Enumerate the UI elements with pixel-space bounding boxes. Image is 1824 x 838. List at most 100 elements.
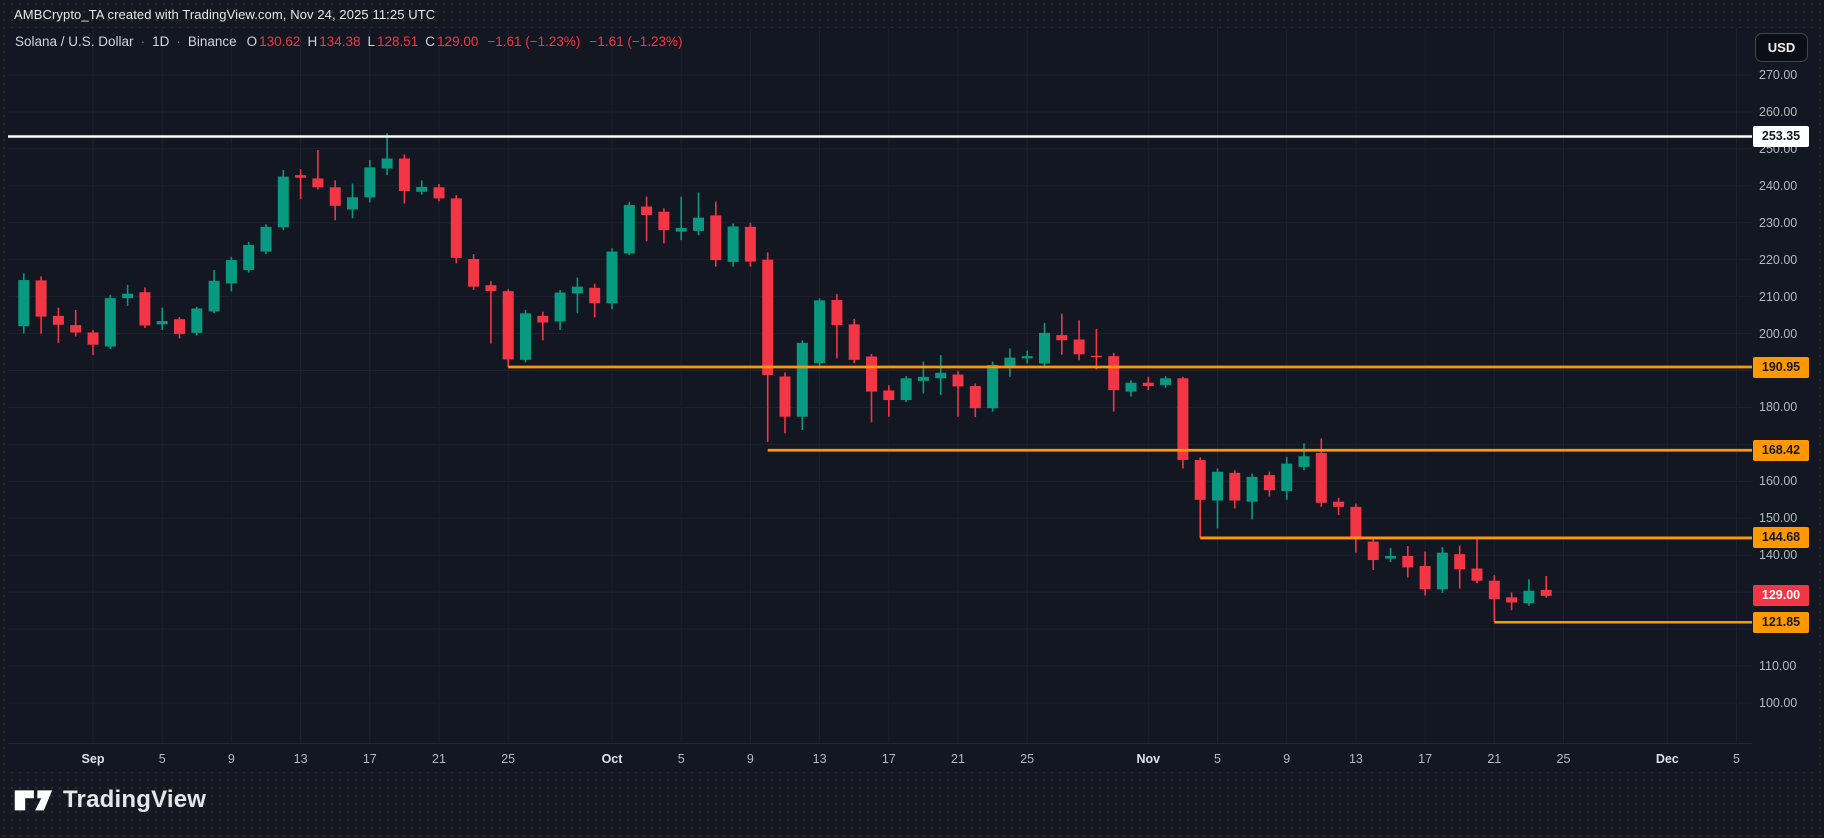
- time-tick-sep[interactable]: Sep: [82, 752, 105, 766]
- candle-sep-22[interactable]: [450, 195, 462, 264]
- candle-oct-4[interactable]: [658, 208, 670, 244]
- time-tick-21[interactable]: 21: [951, 752, 965, 766]
- candle-aug-28[interactable]: [18, 273, 30, 334]
- candle-nov-15[interactable]: [1385, 547, 1396, 562]
- chart-panel[interactable]: Sep 5 9 13 17 21 25 Oct 5 9 13 17 21 25 Nov 5 9 13 17 21 25 D…: [8, 28, 1816, 772]
- candle-sep-2[interactable]: [104, 294, 116, 350]
- price-tick-200[interactable]: 200.00: [1759, 326, 1798, 341]
- candle-oct-17[interactable]: [883, 385, 895, 417]
- time-tick-9[interactable]: 9: [747, 752, 754, 766]
- candle-oct-9[interactable]: [744, 222, 756, 267]
- price-tick-160[interactable]: 160.00: [1759, 474, 1798, 489]
- candle-oct-22[interactable]: [969, 383, 981, 418]
- candle-oct-11[interactable]: [779, 372, 791, 434]
- time-tick-13[interactable]: 13: [813, 752, 827, 766]
- candle-oct-27[interactable]: [1056, 313, 1068, 355]
- candle-sep-7[interactable]: [191, 307, 203, 336]
- candle-nov-10[interactable]: [1298, 443, 1310, 471]
- candle-nov-3[interactable]: [1177, 376, 1189, 469]
- candle-nov-16[interactable]: [1402, 546, 1414, 578]
- time-tick-13[interactable]: 13: [294, 752, 308, 766]
- candle-sep-4[interactable]: [139, 287, 151, 329]
- price-tick-240[interactable]: 240.00: [1759, 178, 1798, 193]
- candle-nov-22[interactable]: [1506, 592, 1518, 611]
- candle-oct-24[interactable]: [1004, 348, 1016, 377]
- candle-sep-26[interactable]: [520, 309, 531, 363]
- candle-nov-6[interactable]: [1229, 470, 1241, 509]
- time-tick-5[interactable]: 5: [678, 752, 685, 766]
- candle-sep-30[interactable]: [589, 283, 601, 318]
- candle-oct-14[interactable]: [831, 294, 843, 359]
- time-tick-25[interactable]: 25: [501, 752, 515, 766]
- candle-sep-15[interactable]: [329, 180, 341, 221]
- price-tick-150[interactable]: 150.00: [1759, 511, 1798, 526]
- candle-oct-31[interactable]: [1125, 380, 1137, 397]
- candle-oct-28[interactable]: [1073, 320, 1085, 361]
- time-tick-9[interactable]: 9: [228, 752, 235, 766]
- time-tick-5[interactable]: 5: [1214, 752, 1221, 766]
- candle-nov-13[interactable]: [1350, 503, 1362, 553]
- candle-sep-10[interactable]: [243, 241, 255, 273]
- tradingview-logo-text[interactable]: TradingView: [63, 786, 207, 813]
- candle-sep-24[interactable]: [485, 281, 497, 344]
- candle-oct-7[interactable]: [710, 201, 722, 267]
- candle-sep-13[interactable]: [295, 169, 307, 200]
- candle-oct-2[interactable]: [623, 201, 635, 255]
- candle-nov-17[interactable]: [1419, 551, 1431, 596]
- price-tick-180[interactable]: 180.00: [1759, 400, 1798, 415]
- candle-nov-24[interactable]: [1540, 576, 1552, 598]
- candles[interactable]: [18, 133, 1552, 623]
- candle-oct-3[interactable]: [641, 196, 653, 242]
- candle-sep-19[interactable]: [398, 154, 410, 204]
- time-tick-5[interactable]: 5: [159, 752, 166, 766]
- time-tick-9[interactable]: 9: [1283, 752, 1290, 766]
- candle-nov-23[interactable]: [1523, 579, 1535, 606]
- time-tick-21[interactable]: 21: [1487, 752, 1501, 766]
- candle-oct-26[interactable]: [1039, 322, 1050, 367]
- tradingview-logo-icon[interactable]: [13, 784, 53, 816]
- candle-aug-31[interactable]: [70, 309, 82, 337]
- candle-nov-1[interactable]: [1142, 376, 1154, 391]
- candle-sep-5[interactable]: [156, 307, 168, 330]
- price-tick-220[interactable]: 220.00: [1759, 252, 1798, 267]
- candle-oct-23[interactable]: [987, 361, 999, 412]
- exchange-label[interactable]: Binance: [187, 34, 237, 49]
- candle-sep-6[interactable]: [174, 316, 185, 339]
- candle-sep-1[interactable]: [87, 329, 99, 356]
- price-tick-210[interactable]: 210.00: [1759, 289, 1798, 304]
- candle-oct-6[interactable]: [693, 192, 704, 235]
- candle-nov-8[interactable]: [1263, 471, 1275, 497]
- candle-oct-20[interactable]: [935, 355, 947, 395]
- price-tick-260[interactable]: 260.00: [1759, 104, 1798, 119]
- time-tick-25[interactable]: 25: [1020, 752, 1034, 766]
- candlestick-chart[interactable]: Sep 5 9 13 17 21 25 Oct 5 9 13 17 21 25 Nov 5 9 13 17 21 25 D…: [8, 28, 1752, 772]
- candle-nov-12[interactable]: [1333, 497, 1345, 515]
- candle-oct-12[interactable]: [796, 340, 808, 431]
- price-tick-110[interactable]: 110.00: [1759, 659, 1797, 674]
- price-tick-230[interactable]: 230.00: [1759, 215, 1798, 230]
- currency-toggle-button[interactable]: USD: [1755, 33, 1808, 62]
- time-tick-oct[interactable]: Oct: [602, 752, 624, 766]
- candle-sep-25[interactable]: [502, 289, 514, 368]
- time-tick-13[interactable]: 13: [1349, 752, 1363, 766]
- candle-oct-30[interactable]: [1108, 352, 1120, 412]
- candle-nov-18[interactable]: [1436, 547, 1448, 593]
- time-tick-nov[interactable]: Nov: [1136, 752, 1160, 766]
- candle-oct-29[interactable]: [1090, 328, 1102, 370]
- time-tick-17[interactable]: 17: [882, 752, 896, 766]
- candle-oct-18[interactable]: [900, 376, 912, 402]
- time-tick-dec[interactable]: Dec: [1656, 752, 1679, 766]
- candle-sep-14[interactable]: [312, 150, 324, 190]
- time-tick-17[interactable]: 17: [363, 752, 377, 766]
- candle-aug-29[interactable]: [35, 276, 47, 334]
- candle-oct-25[interactable]: [1021, 350, 1033, 364]
- candle-sep-20[interactable]: [416, 180, 428, 195]
- candle-oct-1[interactable]: [606, 248, 618, 310]
- candle-nov-4[interactable]: [1194, 457, 1206, 538]
- candle-nov-21[interactable]: [1488, 575, 1500, 623]
- candle-oct-10[interactable]: [762, 252, 774, 442]
- candle-nov-11[interactable]: [1315, 438, 1327, 507]
- candle-sep-8[interactable]: [208, 270, 220, 314]
- candle-sep-16[interactable]: [347, 183, 358, 219]
- candle-nov-5[interactable]: [1212, 468, 1223, 529]
